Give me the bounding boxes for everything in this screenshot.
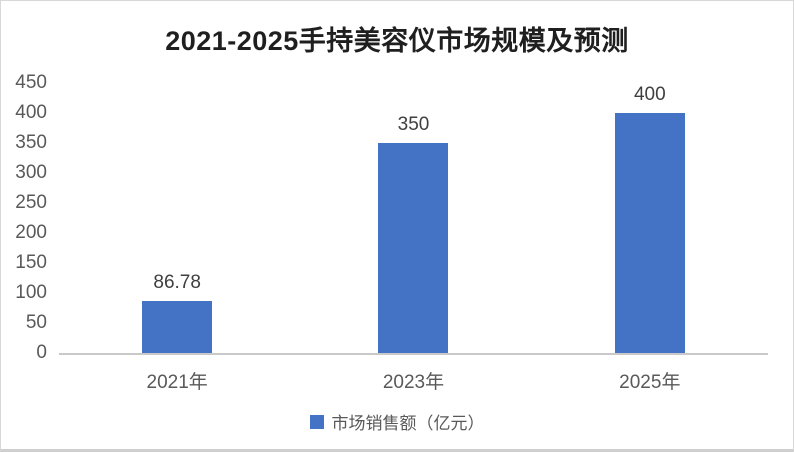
legend-swatch-icon (309, 414, 324, 429)
legend-label: 市场销售额（亿元） (331, 414, 485, 433)
bar-slot: 86.78 (59, 83, 295, 353)
y-axis-tick-label: 400 (15, 102, 47, 123)
y-axis-tick-label: 200 (15, 222, 47, 243)
y-axis-tick-label: 0 (36, 342, 47, 363)
plot-area: 86.78 350 400 (59, 83, 768, 353)
x-axis: 2021年 2023年 2025年 (59, 367, 768, 394)
bar-value-label: 400 (633, 84, 666, 105)
y-axis-tick-label: 100 (15, 282, 47, 303)
bar-value-label: 86.78 (153, 271, 201, 293)
bar (378, 143, 449, 353)
y-axis-tick-label: 300 (15, 162, 47, 183)
x-axis-line (59, 353, 768, 355)
bar-slot: 400 (532, 83, 768, 353)
y-axis-tick-label: 50 (25, 312, 47, 333)
bar-value-label: 350 (397, 114, 430, 135)
y-axis-tick-label: 350 (15, 132, 47, 153)
x-axis-category-label: 2023年 (382, 372, 445, 393)
y-axis: 0 50 100 150 200 250 300 350 400 450 (1, 73, 47, 363)
x-axis-category-label: 2021年 (146, 372, 208, 393)
legend: 市场销售额（亿元） (1, 409, 793, 434)
bar-slot: 350 (295, 83, 531, 353)
bars-row: 86.78 350 400 (59, 83, 768, 353)
x-axis-category-label: 2025年 (619, 372, 681, 393)
y-axis-tick-label: 450 (15, 72, 47, 93)
y-axis-tick-label: 150 (15, 252, 47, 273)
y-axis-tick-label: 250 (15, 192, 47, 213)
chart-title: 2021-2025手持美容仪市场规模及预测 (165, 26, 629, 56)
bar (614, 113, 685, 353)
bar (142, 300, 213, 353)
